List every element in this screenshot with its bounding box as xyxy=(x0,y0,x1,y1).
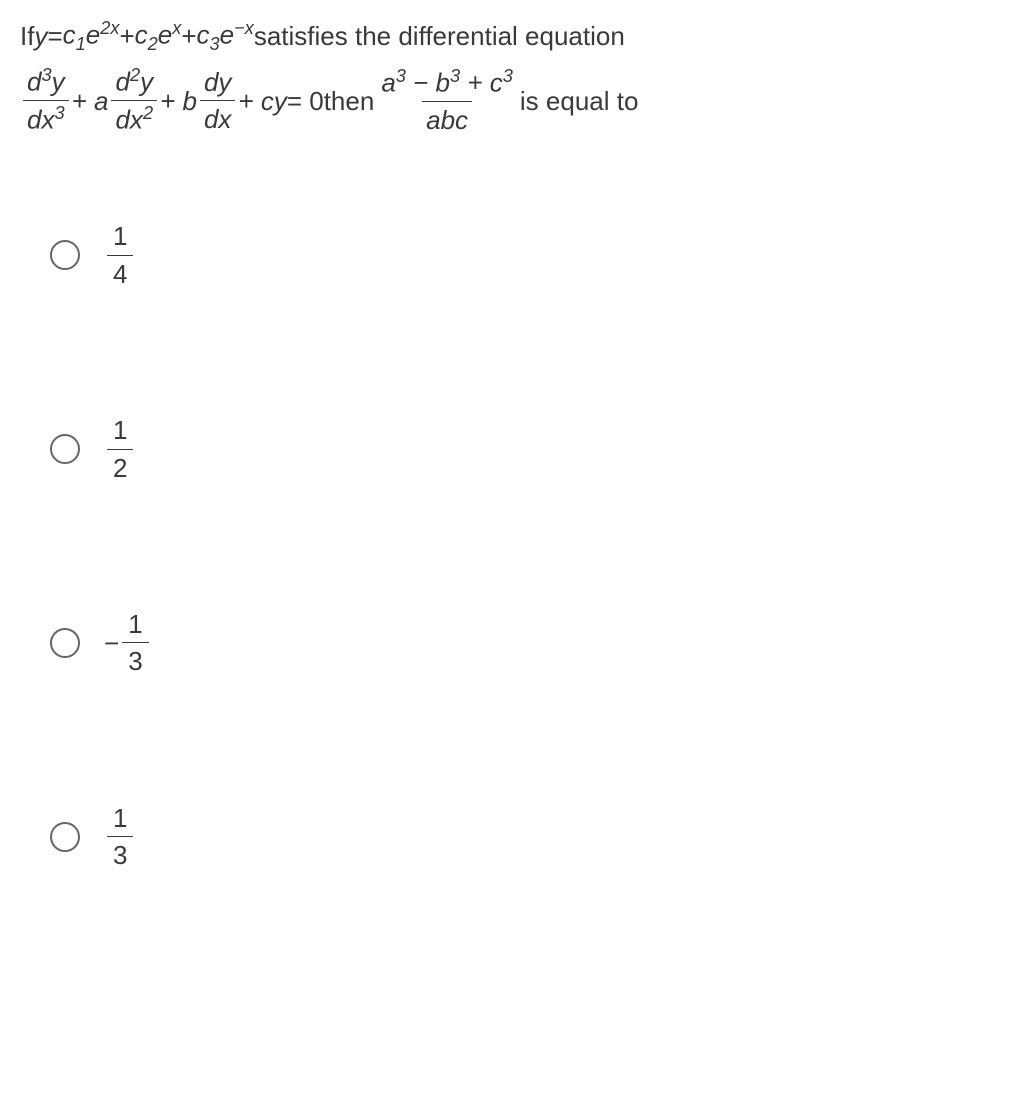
options-list: 14 12 −13 13 xyxy=(20,218,1004,873)
radio-icon[interactable] xyxy=(50,822,80,852)
frac-d2y-dx2: d2y dx2 xyxy=(111,63,157,138)
term-c2: c2ex xyxy=(135,16,182,57)
text-eq0: = 0 xyxy=(287,83,324,119)
text-plus1: + xyxy=(119,18,134,54)
option-a-value: 14 xyxy=(104,218,136,292)
option-d[interactable]: 13 xyxy=(50,800,1004,874)
option-b-value: 12 xyxy=(104,412,136,486)
text-if: If xyxy=(20,18,34,54)
text-plus2: + xyxy=(181,18,196,54)
text-then: then xyxy=(324,83,375,119)
question-stem: If y = c1e2x + c2ex + c3e−x satisfies th… xyxy=(20,16,1004,138)
option-c-value: −13 xyxy=(104,606,152,680)
frac-dy-dx: dy dx xyxy=(200,64,235,138)
var-y: y xyxy=(34,18,47,54)
radio-icon[interactable] xyxy=(50,434,80,464)
frac-d3y-dx3: d3y dx3 xyxy=(23,63,69,138)
radio-icon[interactable] xyxy=(50,240,80,270)
option-b[interactable]: 12 xyxy=(50,412,1004,486)
frac-a3b3c3-abc: a3 − b3 + c3 abc xyxy=(377,64,517,138)
question-line-1: If y = c1e2x + c2ex + c3e−x satisfies th… xyxy=(20,16,1004,57)
question-line-2: d3y dx3 + a d2y dx2 + b dy dx + cy = 0 t… xyxy=(20,63,1004,138)
text-satisfies: satisfies the differential equation xyxy=(254,18,625,54)
text-plus-b: + b xyxy=(160,83,197,119)
term-c1: c1e2x xyxy=(63,16,120,57)
term-c3: c3e−x xyxy=(197,16,254,57)
text-plus-a: + a xyxy=(72,83,109,119)
text-plus-cy: + cy xyxy=(238,83,286,119)
text-is-equal-to: is equal to xyxy=(520,83,639,119)
radio-icon[interactable] xyxy=(50,628,80,658)
text-equals: = xyxy=(47,18,62,54)
option-a[interactable]: 14 xyxy=(50,218,1004,292)
option-d-value: 13 xyxy=(104,800,136,874)
option-c[interactable]: −13 xyxy=(50,606,1004,680)
